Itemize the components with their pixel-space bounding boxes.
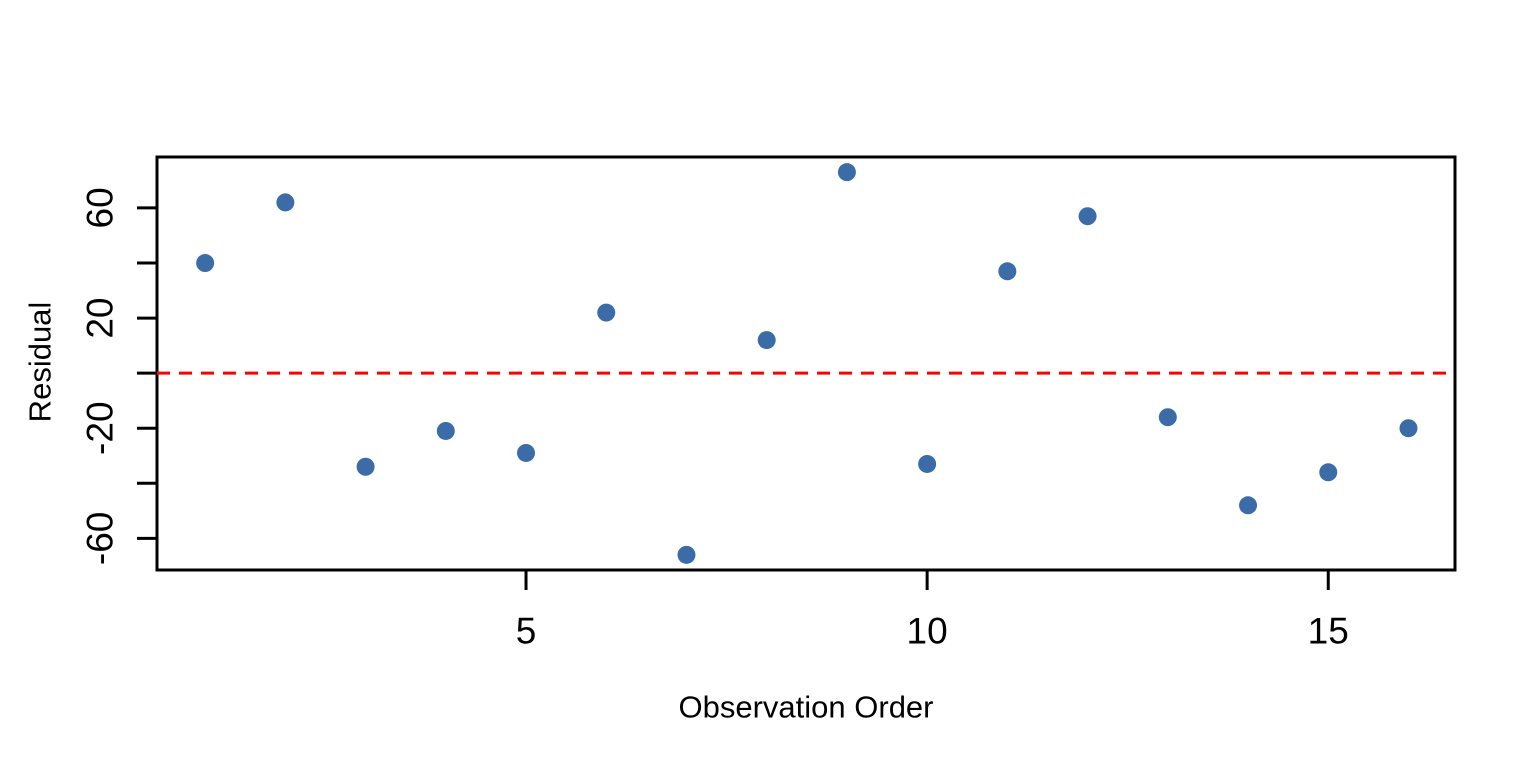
y-tick-label: 60	[80, 187, 121, 228]
data-point	[757, 331, 776, 350]
x-tick-label: 10	[907, 611, 948, 652]
data-points	[196, 163, 1418, 564]
y-tick-label: 20	[80, 297, 121, 338]
data-point	[1319, 463, 1338, 482]
data-point	[998, 262, 1017, 281]
y-axis-title: Residual	[23, 302, 58, 423]
data-point	[276, 193, 295, 212]
data-point	[1399, 419, 1418, 438]
data-point	[1078, 207, 1097, 226]
x-tick-label: 15	[1308, 611, 1349, 652]
data-point	[677, 545, 696, 564]
y-axis-ticks: -60 -20 20 60	[80, 187, 157, 565]
data-point	[1158, 408, 1177, 427]
x-axis-title: Observation Order	[679, 690, 934, 725]
data-point	[196, 254, 215, 273]
data-point	[356, 457, 375, 476]
data-point	[436, 421, 455, 440]
data-point	[837, 163, 856, 182]
data-point	[1239, 496, 1258, 515]
x-axis-ticks: 5 10 15	[516, 570, 1349, 652]
y-tick-label: -20	[80, 401, 121, 454]
data-point	[597, 303, 616, 322]
plot-border	[155, 155, 1457, 572]
x-tick-label: 5	[516, 611, 537, 652]
data-point	[517, 443, 536, 462]
data-point	[918, 454, 937, 473]
y-tick-label: -60	[80, 512, 121, 565]
